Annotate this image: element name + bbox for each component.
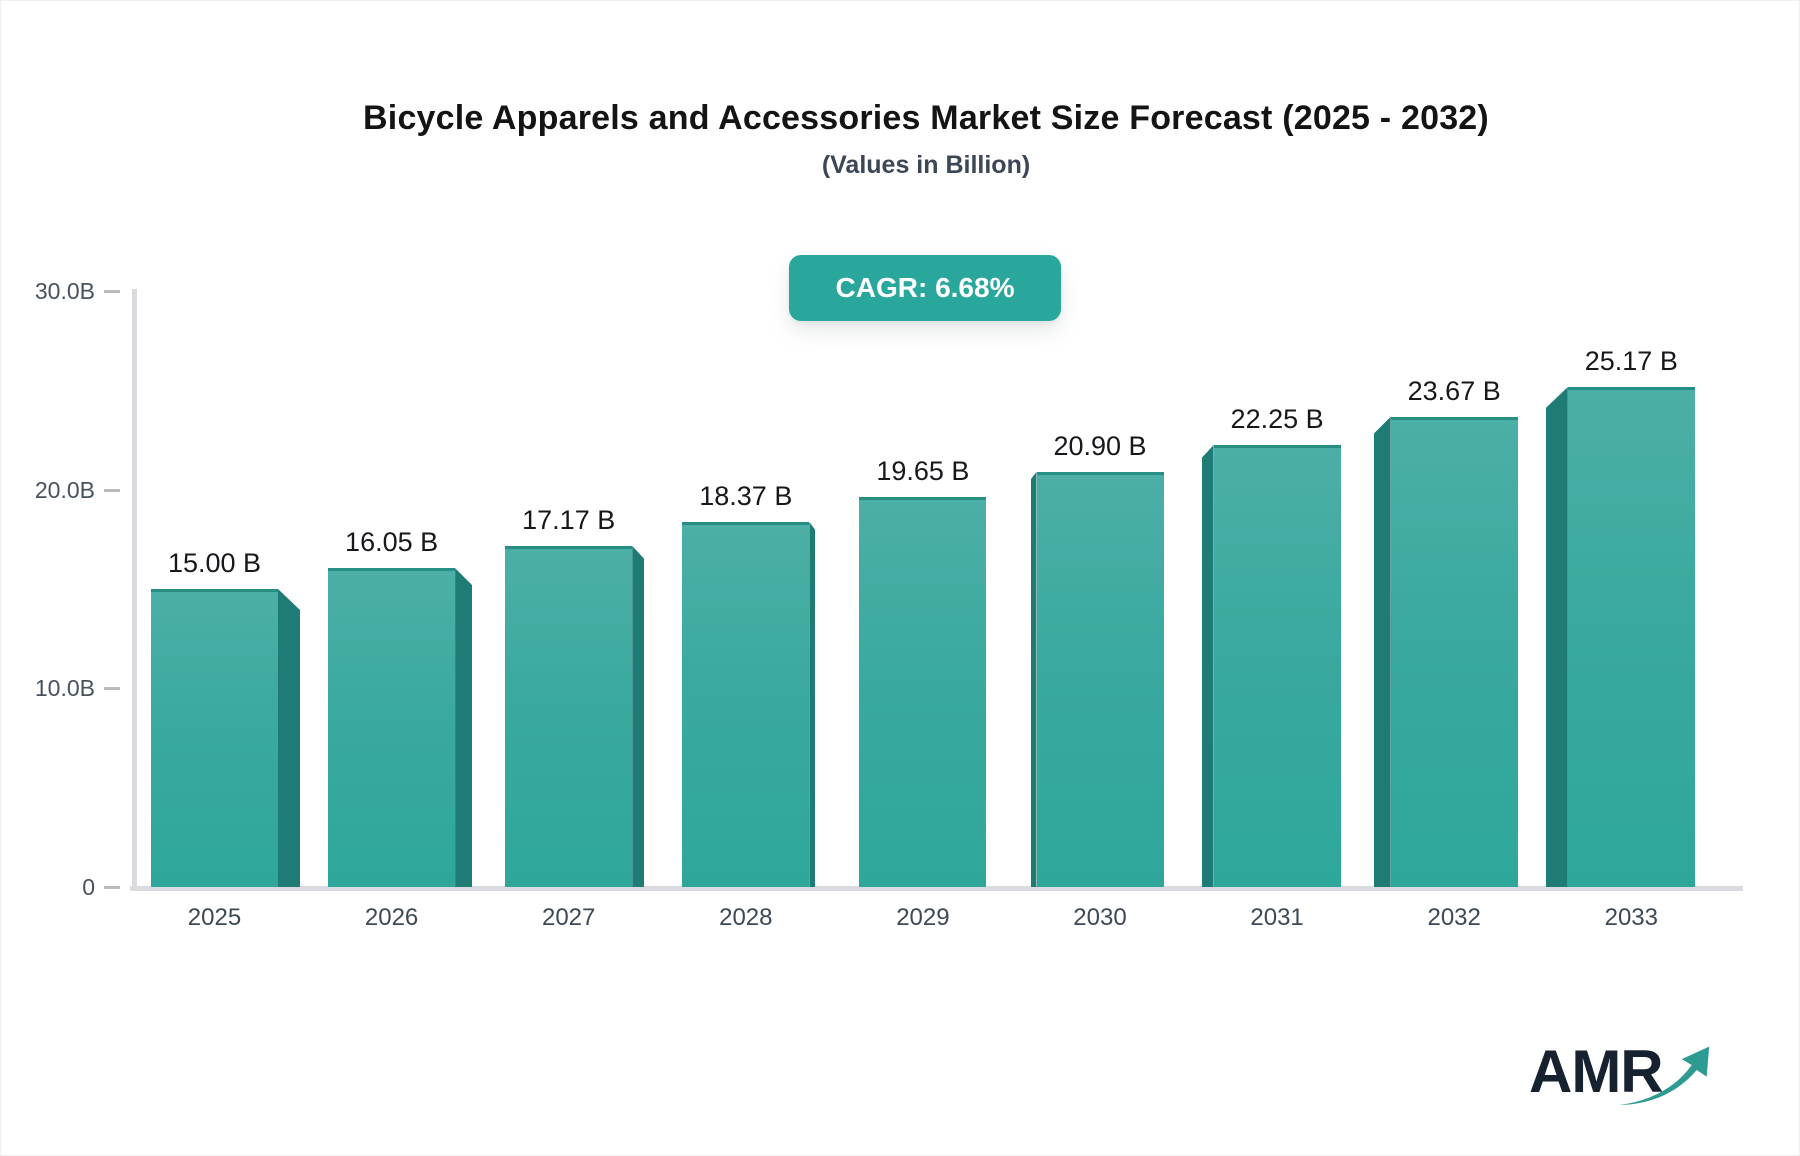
y-axis-label: 30.0B <box>34 278 95 304</box>
bar-value-label: 17.17 B <box>522 504 616 535</box>
x-axis-label: 2029 <box>896 904 950 931</box>
bar-side-face <box>455 568 473 887</box>
y-axis-tick <box>104 886 120 889</box>
y-axis-label: 10.0B <box>34 675 95 702</box>
cagr-badge-label: CAGR: 6.68% <box>835 272 1015 303</box>
amr-logo: AMR <box>1529 1037 1729 1127</box>
bar-2026 <box>328 568 456 887</box>
bar-2028 <box>682 522 810 887</box>
bar-side-face <box>1373 416 1391 887</box>
bar-side-face <box>1030 471 1037 887</box>
y-axis-line <box>132 289 137 890</box>
chart-subtitle: (Values in Billion) <box>821 151 1031 179</box>
bar-value-label: 23.67 B <box>1407 375 1501 406</box>
y-axis-tick <box>104 488 120 492</box>
bar-2025 <box>151 589 278 887</box>
x-axis-label: 2030 <box>1073 904 1127 931</box>
bar-2033 <box>1567 386 1695 887</box>
cagr-badge: CAGR: 6.68% <box>789 255 1061 321</box>
bar-value-label: 15.00 B <box>167 548 262 578</box>
bar-value-label: 20.90 B <box>1053 430 1147 461</box>
x-axis-line <box>130 886 1743 891</box>
y-axis-label: 0 <box>82 874 95 900</box>
x-axis-label: 2031 <box>1250 904 1304 931</box>
bar-side-face <box>809 522 816 887</box>
y-axis-tick <box>104 290 120 293</box>
bar-2027 <box>505 545 633 887</box>
x-axis-label: 2025 <box>187 904 242 931</box>
x-axis-label: 2028 <box>719 904 773 931</box>
y-axis-label: 20.0B <box>34 476 95 503</box>
bar-2032 <box>1390 416 1518 887</box>
bar-2031 <box>1213 444 1341 887</box>
bar-2030 <box>1036 471 1164 887</box>
bar-side-face <box>1201 444 1214 887</box>
bar-2029 <box>859 496 987 887</box>
bar-side-face <box>278 589 300 887</box>
growth-arrow-icon <box>1618 1046 1710 1105</box>
x-axis-label: 2027 <box>541 904 596 931</box>
bar-value-label: 25.17 B <box>1584 345 1678 376</box>
y-axis-tick <box>104 687 120 691</box>
bar-value-label: 19.65 B <box>876 455 970 486</box>
bar-value-label: 18.37 B <box>699 481 793 512</box>
x-axis-label: 2033 <box>1604 904 1658 931</box>
bar-value-label: 16.05 B <box>345 527 439 558</box>
bar-side-face <box>1545 386 1568 887</box>
amr-logo-text: AMR <box>1529 1038 1664 1105</box>
x-axis-label: 2032 <box>1427 904 1481 931</box>
chart-title: Bicycle Apparels and Accessories Market … <box>363 99 1489 137</box>
bar-value-label: 22.25 B <box>1230 403 1324 434</box>
bar-side-face <box>632 545 645 887</box>
x-axis-label: 2026 <box>364 904 419 931</box>
